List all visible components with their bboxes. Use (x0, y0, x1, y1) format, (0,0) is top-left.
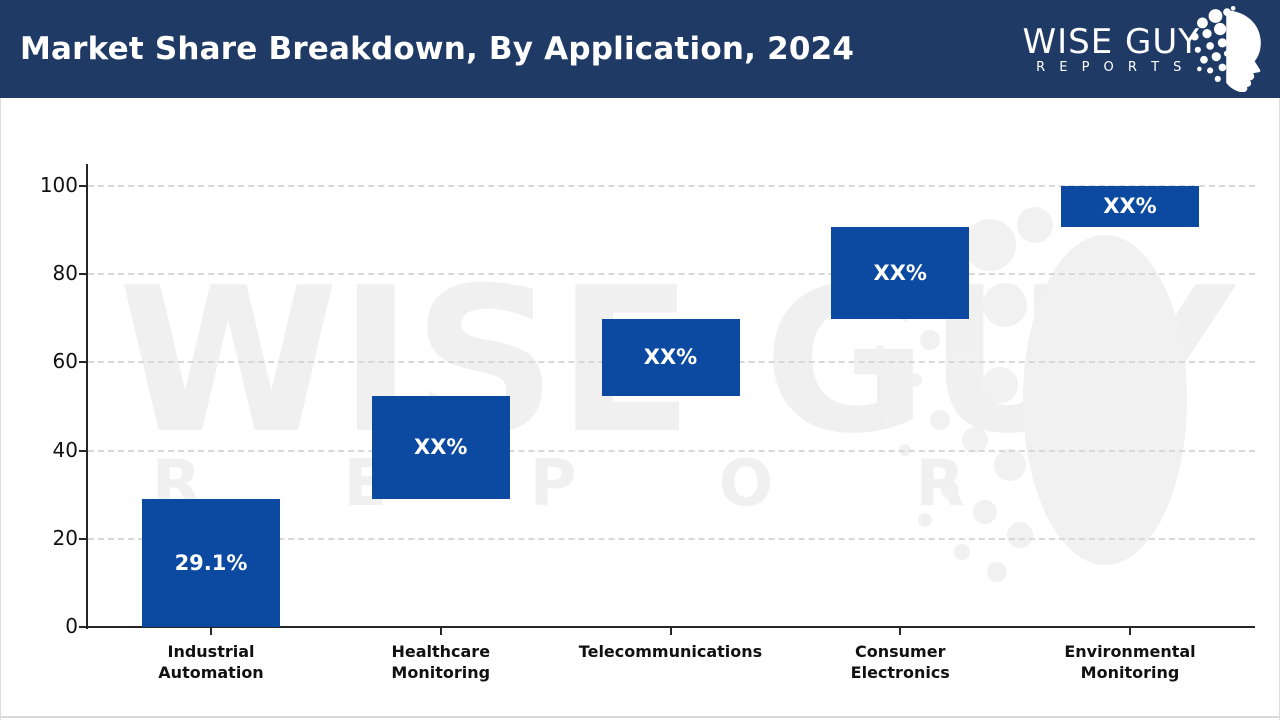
gridline (88, 449, 1255, 452)
gridline (88, 537, 1255, 540)
x-tick (669, 628, 672, 635)
y-axis-tick-label: 60 (52, 349, 78, 374)
y-axis-line (86, 164, 88, 629)
bar-value-label: 29.1% (174, 550, 248, 575)
x-axis-label: Healthcare Monitoring (391, 642, 491, 682)
y-tick (79, 449, 88, 452)
wise-guy-logo: WISE GUY R E P O R T S (1022, 6, 1270, 92)
bar-value-label: XX% (643, 345, 698, 370)
x-axis-label: Consumer Electronics (850, 642, 950, 682)
gridline (88, 273, 1255, 276)
page-title: Market Share Breakdown, By Application, … (20, 31, 855, 67)
y-axis-tick-label: 40 (52, 437, 78, 462)
bar: XX% (831, 226, 970, 319)
left-edge-border (0, 98, 1, 720)
y-axis-tick-label: 0 (65, 614, 78, 638)
bar: XX% (601, 318, 740, 396)
bar: XX% (371, 395, 510, 499)
bar-value-label: XX% (414, 435, 468, 460)
y-tick (79, 185, 88, 187)
gridline (88, 185, 1255, 187)
x-axis-label: Telecommunications (578, 642, 763, 661)
y-tick (79, 626, 88, 628)
y-tick (79, 273, 88, 276)
bar-value-label: XX% (873, 260, 927, 285)
bar: XX% (1061, 186, 1199, 227)
logo-wordmark: WISE GUY R E P O R T S (1022, 24, 1200, 75)
y-axis-tick-label: 100 (39, 173, 78, 197)
y-axis-tick-label: 20 (52, 525, 78, 550)
x-tick (1129, 628, 1131, 635)
y-axis-tick-label: 80 (52, 261, 78, 286)
x-tick (439, 628, 442, 635)
header: Market Share Breakdown, By Application, … (0, 0, 1280, 98)
x-axis-label: Environmental Monitoring (1064, 642, 1196, 682)
dotted-face-profile-icon (1190, 6, 1261, 92)
bar-value-label: XX% (1103, 194, 1157, 219)
y-tick (79, 537, 88, 540)
bottom-divider (0, 716, 1280, 718)
x-tick (899, 628, 902, 635)
x-tick (210, 628, 212, 635)
bar: 29.1% (142, 498, 280, 627)
logo-wordmark-line2: R E P O R T S (1036, 59, 1187, 75)
y-tick (79, 361, 88, 364)
x-axis-line (86, 626, 1255, 628)
logo-wordmark-line1: WISE GUY (1022, 21, 1200, 62)
x-axis-label: Industrial Automation (158, 642, 264, 682)
